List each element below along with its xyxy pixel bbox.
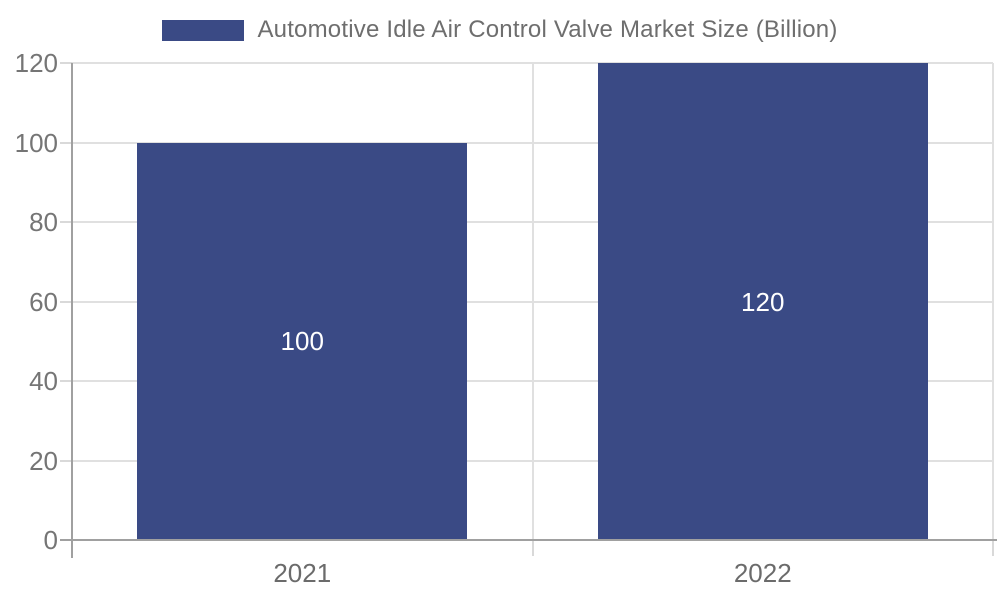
x-axis-tick — [531, 540, 534, 556]
bar-value-label: 100 — [280, 326, 324, 357]
y-axis-tick — [60, 380, 72, 382]
x-tick-label: 2022 — [733, 558, 792, 588]
y-axis-tick — [60, 141, 72, 144]
y-axis-tick — [60, 300, 72, 303]
legend-label: Automotive Idle Air Control Valve Market… — [257, 16, 838, 43]
y-axis-line — [71, 63, 73, 558]
bar-2021[interactable] — [137, 142, 468, 540]
bar-2022[interactable] — [597, 63, 928, 540]
x-axis-tick — [992, 540, 994, 556]
y-axis-tick — [60, 459, 72, 462]
x-tick-label: 2021 — [273, 558, 332, 588]
y-tick-label: 0 — [43, 525, 58, 555]
legend-swatch — [162, 19, 245, 41]
y-tick-label: 20 — [29, 445, 58, 476]
y-axis-tick — [60, 62, 72, 64]
legend[interactable]: Automotive Idle Air Control Valve Market… — [0, 16, 1000, 44]
y-axis-tick — [60, 221, 72, 223]
y-tick-label: 40 — [29, 366, 58, 396]
bar-value-label: 120 — [741, 286, 785, 317]
y-tick-label: 100 — [14, 127, 58, 158]
x-gridline — [531, 63, 534, 540]
y-tick-label: 120 — [14, 48, 58, 78]
y-tick-label: 60 — [29, 286, 58, 317]
x-gridline — [992, 63, 994, 540]
x-axis-line — [60, 539, 997, 541]
y-tick-label: 80 — [29, 207, 58, 237]
